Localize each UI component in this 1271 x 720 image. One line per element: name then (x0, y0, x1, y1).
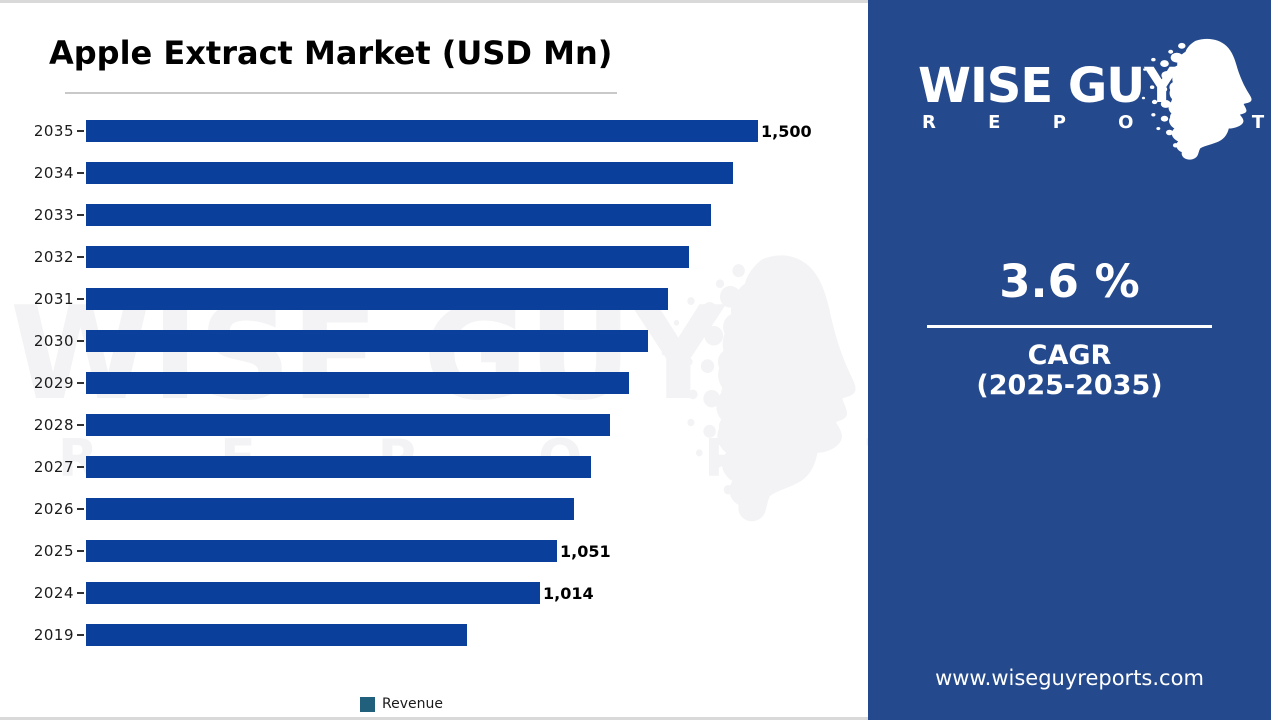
bar-row: 2019 (0, 624, 467, 646)
wiseguy-head-icon (1135, 38, 1252, 160)
y-axis-tick-mark (77, 298, 84, 300)
y-axis-tick-label: 2030 (33, 332, 74, 350)
y-axis-tick-label: 2025 (33, 542, 74, 560)
cagr-period: (2025-2035) (976, 370, 1163, 401)
y-axis-tick-mark (77, 382, 84, 384)
cagr-value: 3.6 % (999, 255, 1140, 308)
bar-value-label: 1,014 (543, 583, 594, 603)
y-axis-tick-label: 2034 (33, 164, 74, 182)
y-axis-tick-label: 2019 (33, 626, 74, 644)
y-axis-tick-label: 2032 (33, 248, 74, 266)
y-axis-tick-label: 2028 (33, 416, 74, 434)
y-axis-tick-label: 2031 (33, 290, 74, 308)
revenue-bar (86, 372, 629, 394)
legend: Revenue (360, 696, 443, 712)
legend-label: Revenue (382, 696, 443, 712)
revenue-bar (86, 414, 610, 436)
revenue-bar (86, 204, 711, 226)
y-axis-tick-label: 2024 (33, 584, 74, 602)
bar-row: 2027 (0, 456, 591, 478)
bar-row: 2033 (0, 204, 711, 226)
y-axis-tick-mark (77, 172, 84, 174)
cagr-divider (927, 325, 1212, 328)
y-axis-tick-mark (77, 592, 84, 594)
bar-row: 2026 (0, 498, 574, 520)
bar-row: 2031 (0, 288, 668, 310)
revenue-bar (86, 288, 668, 310)
revenue-bar (86, 540, 557, 562)
revenue-bar (86, 624, 467, 646)
bar-row: 2025 1,051 (0, 540, 611, 562)
bar-row: 2035 1,500 (0, 120, 812, 142)
y-axis-tick-mark (77, 424, 84, 426)
revenue-bar (86, 120, 758, 142)
website-url: www.wiseguyreports.com (935, 666, 1204, 690)
brand-name: WISE GUY (918, 58, 1179, 114)
bar-row: 2024 1,014 (0, 582, 594, 604)
revenue-bar (86, 162, 733, 184)
bar-row: 2029 (0, 372, 629, 394)
y-axis-tick-mark (77, 550, 84, 552)
bar-plot: 2035 1,500 2034 2033 2032 2031 2030 2029 2028 202… (0, 120, 868, 666)
chart-panel: WISE GUY R E P O R T S Apple Extract Mar… (0, 0, 868, 720)
y-axis-tick-label: 2029 (33, 374, 74, 392)
y-axis-tick-mark (77, 214, 84, 216)
legend-swatch-icon (360, 696, 375, 712)
y-axis-tick-mark (77, 256, 84, 258)
y-axis-tick-mark (77, 340, 84, 342)
title-underline (65, 92, 617, 94)
y-axis-tick-label: 2033 (33, 206, 74, 224)
chart-title: Apple Extract Market (USD Mn) (49, 34, 613, 72)
revenue-bar (86, 582, 540, 604)
y-axis-tick-mark (77, 466, 84, 468)
sidebar: WISE GUY R E P O R T S 3.6 % (868, 0, 1271, 720)
bar-row: 2030 (0, 330, 648, 352)
y-axis-tick-label: 2035 (33, 122, 74, 140)
revenue-bar (86, 498, 574, 520)
bar-row: 2034 (0, 162, 733, 184)
revenue-bar (86, 330, 648, 352)
bar-row: 2032 (0, 246, 689, 268)
brand-logo: WISE GUY R E P O R T S (868, 0, 1271, 190)
bar-value-label: 1,051 (560, 541, 611, 561)
cagr-label: CAGR (1027, 340, 1112, 371)
y-axis-tick-mark (77, 634, 84, 636)
revenue-bar (86, 456, 591, 478)
y-axis-tick-mark (77, 130, 84, 132)
bar-value-label: 1,500 (761, 121, 812, 141)
y-axis-tick-label: 2027 (33, 458, 74, 476)
y-axis-tick-mark (77, 508, 84, 510)
bar-row: 2028 (0, 414, 610, 436)
revenue-bar (86, 246, 689, 268)
y-axis-tick-label: 2026 (33, 500, 74, 518)
